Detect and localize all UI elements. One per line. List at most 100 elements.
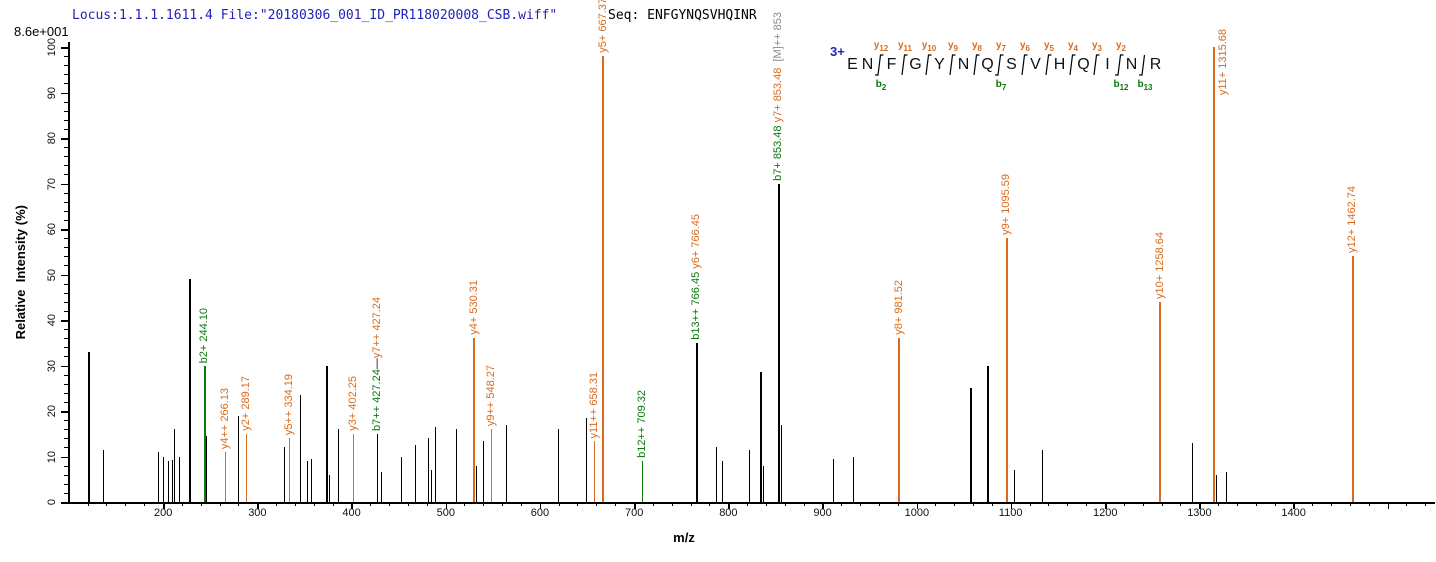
x-axis-tick-label: 800 bbox=[719, 507, 738, 519]
x-axis-minor-tick bbox=[615, 502, 617, 506]
y-axis-tick-label: 30 bbox=[46, 359, 58, 372]
x-axis-minor-tick bbox=[520, 502, 522, 506]
peak-label: y10+ 1258.64 bbox=[1154, 232, 1167, 299]
fragment-marker-icon bbox=[1093, 54, 1100, 76]
spectrum-peak bbox=[490, 429, 492, 502]
y-ion-label: y6 bbox=[1019, 40, 1030, 53]
seq-letter: F bbox=[886, 56, 897, 73]
y-axis-minor-tick bbox=[64, 201, 68, 203]
y-axis-major-tick bbox=[61, 320, 68, 322]
spectrum-peak bbox=[695, 342, 698, 502]
y-axis-minor-tick bbox=[64, 83, 68, 85]
spectrum-peak bbox=[763, 465, 765, 502]
x-axis-minor-tick bbox=[803, 502, 805, 506]
cleavage-mark: y9 bbox=[947, 40, 958, 77]
fragment-marker-icon bbox=[1069, 54, 1076, 76]
x-axis-minor-tick bbox=[294, 502, 296, 506]
cleavage-mark: y12 b2 bbox=[874, 40, 888, 92]
cleavage-mark: y11 bbox=[898, 40, 912, 77]
x-axis-minor-tick bbox=[389, 502, 391, 506]
y-axis-tick-label: 0 bbox=[46, 499, 58, 506]
x-axis-minor-tick bbox=[1048, 502, 1050, 506]
y-axis-tick-label: 100 bbox=[46, 38, 58, 57]
x-axis-minor-tick bbox=[954, 502, 956, 506]
y-axis-major-tick bbox=[61, 456, 68, 458]
locus-file-text: Locus:1.1.1.1611.4 File:"20180306_001_ID… bbox=[72, 8, 558, 23]
spectrum-peak bbox=[434, 426, 436, 502]
seq-label: Seq: bbox=[608, 8, 648, 23]
x-axis-minor-tick bbox=[577, 502, 579, 506]
x-axis-minor-tick bbox=[87, 502, 89, 506]
spectrum-peak bbox=[1351, 256, 1354, 502]
x-axis-major-tick bbox=[1199, 502, 1201, 509]
spectrum-peak bbox=[1014, 470, 1016, 502]
x-axis-title: m/z bbox=[673, 530, 695, 545]
x-axis-major-tick bbox=[916, 502, 919, 509]
y-axis-minor-tick bbox=[64, 156, 68, 158]
peak-label-segment: y2+ 289.17 bbox=[240, 375, 253, 431]
x-axis-minor-tick bbox=[860, 502, 862, 506]
peak-label-segment: b7+ 853.48 bbox=[772, 121, 785, 181]
fragment-marker-icon bbox=[875, 54, 884, 76]
peak-label: y12+ 1462.74 bbox=[1346, 186, 1359, 253]
cleavage-mark: y2 b12 bbox=[1113, 40, 1128, 92]
y-ion-label: y7 bbox=[995, 40, 1006, 53]
x-axis-tick-label: 500 bbox=[436, 507, 455, 519]
x-axis-minor-tick bbox=[765, 502, 767, 506]
y-axis-minor-tick bbox=[64, 119, 68, 121]
y-ion-label: y10 bbox=[921, 40, 937, 53]
x-axis-tick-label: 200 bbox=[154, 507, 173, 519]
seq-letter: H bbox=[1053, 56, 1066, 73]
peak-label-segment: b7++ 427.24 bbox=[370, 368, 383, 431]
spectrum-peak bbox=[586, 417, 588, 502]
fragment-marker-icon bbox=[1045, 54, 1052, 76]
spectrum-peak bbox=[456, 429, 458, 502]
peak-label-segment: y4+ 530.31 bbox=[467, 280, 480, 335]
y-axis-minor-tick bbox=[64, 474, 68, 476]
seq-letter: I bbox=[1105, 56, 1110, 73]
peak-label: y8+ 981.52 bbox=[893, 280, 906, 335]
x-axis-minor-tick bbox=[1029, 502, 1031, 506]
b-ion-label: b2 bbox=[875, 79, 887, 92]
peak-label-segment: [M]++ 853 bbox=[772, 11, 785, 62]
seq-letter: N bbox=[957, 56, 970, 73]
x-axis-major-tick bbox=[445, 502, 448, 509]
seq-letter: E bbox=[847, 56, 858, 73]
y-axis-minor-tick bbox=[64, 356, 68, 358]
spectrum-peak bbox=[1005, 238, 1008, 502]
spectrum-peak bbox=[1042, 449, 1044, 502]
spectrum-peak bbox=[898, 338, 901, 502]
x-axis-minor-tick bbox=[144, 502, 146, 506]
x-axis-tick-label: 1300 bbox=[1187, 507, 1212, 519]
x-axis-minor-tick bbox=[1180, 502, 1182, 506]
y-axis-minor-tick bbox=[64, 256, 68, 258]
y-ion-label: y3 bbox=[1091, 40, 1102, 53]
spectrum-peak bbox=[163, 456, 165, 502]
peak-label: y5+ 667.37 bbox=[597, 0, 610, 53]
x-axis-tick-label: 400 bbox=[342, 507, 361, 519]
spectrum-peak bbox=[173, 429, 175, 502]
peak-label-segment: y9+ 1095.59 bbox=[1000, 174, 1013, 235]
x-axis-minor-tick bbox=[106, 502, 108, 506]
peak-label: y9+ 1095.59 bbox=[1000, 174, 1013, 235]
spectrum-peak bbox=[833, 458, 835, 502]
peak-label-segment: y5++ 334.19 bbox=[282, 374, 295, 436]
y-axis-minor-tick bbox=[64, 383, 68, 385]
x-axis-minor-tick bbox=[313, 502, 315, 506]
y-ion-label: y4 bbox=[1067, 40, 1078, 53]
y-axis-minor-tick bbox=[64, 147, 68, 149]
x-axis-minor-tick bbox=[973, 502, 975, 506]
y-axis-minor-tick bbox=[64, 238, 68, 240]
seq-letter: S bbox=[1006, 56, 1017, 73]
spectrum-peak bbox=[203, 365, 206, 502]
fragment-marker-icon bbox=[995, 54, 1004, 76]
spectrum-peak bbox=[168, 461, 170, 502]
cleavage-mark: b13 bbox=[1137, 53, 1153, 92]
x-axis-minor-tick bbox=[1218, 502, 1220, 506]
y-axis-minor-tick bbox=[64, 329, 68, 331]
spectrum-peak bbox=[381, 472, 383, 502]
seq-letter: N bbox=[1125, 56, 1138, 73]
spectrum-peak bbox=[400, 456, 402, 502]
spectrum-peak bbox=[376, 433, 378, 502]
x-axis-major-tick bbox=[1387, 502, 1390, 509]
